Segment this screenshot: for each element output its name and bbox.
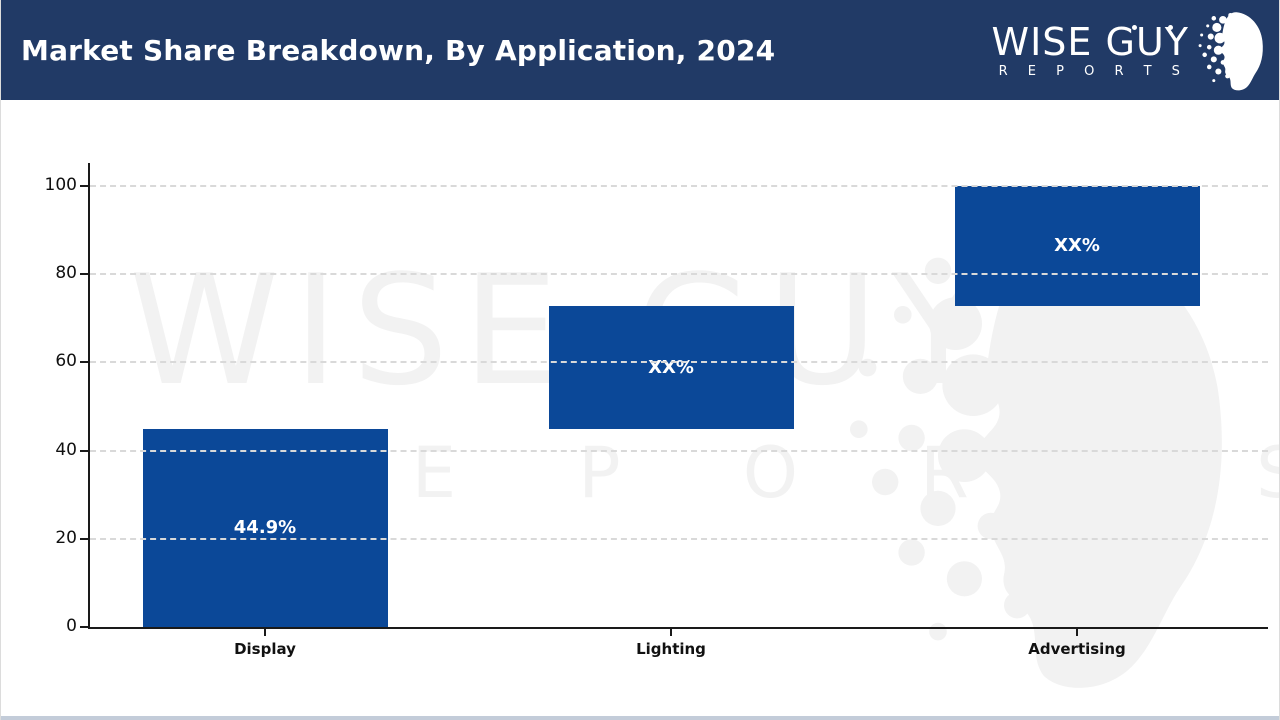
- face-profile-icon: [1198, 12, 1263, 91]
- y-tick: [80, 273, 89, 276]
- y-tick: [80, 537, 89, 540]
- x-tick: [264, 627, 266, 636]
- y-tick: [80, 449, 89, 452]
- x-category-label: Display: [234, 640, 296, 658]
- y-tick: [80, 626, 89, 628]
- y-tick-label: 80: [55, 263, 77, 284]
- logo-wordmark-line1: WISE GUY: [991, 20, 1189, 65]
- page-title: Market Share Breakdown, By Application, …: [21, 33, 776, 67]
- logo-wordmark-line2: R E P O R T S: [998, 63, 1188, 79]
- bar-value-label: 44.9%: [233, 517, 297, 539]
- logo-wordmark: WISE GUY R E P O R T S: [991, 20, 1189, 79]
- footer-strip: [1, 716, 1279, 720]
- y-tick-label: 100: [44, 175, 77, 195]
- bar-value-label: XX%: [1054, 235, 1100, 257]
- gridline: [90, 273, 1268, 276]
- y-tick-label: 60: [55, 351, 77, 372]
- bar-segment-lighting: XX%: [548, 305, 794, 429]
- y-axis-line: [88, 163, 90, 629]
- y-tick-label: 40: [55, 439, 77, 460]
- watermark-text-line2: R E P O R T S: [241, 432, 1280, 514]
- header: Market Share Breakdown, By Application, …: [1, 0, 1279, 100]
- y-tick: [80, 185, 89, 187]
- y-tick-label: 0: [66, 616, 77, 636]
- y-tick-label: 20: [55, 527, 77, 548]
- logo-dot-icon: [1132, 25, 1137, 31]
- gridline: [90, 537, 1268, 540]
- x-tick: [670, 627, 672, 636]
- y-tick: [80, 361, 89, 364]
- bar-segment-display: 44.9%: [142, 428, 388, 627]
- bar-value-label: XX%: [648, 356, 694, 378]
- x-category-label: Advertising: [1028, 640, 1126, 658]
- bar-segment-advertising: XX%: [954, 186, 1200, 306]
- x-category-label: Lighting: [636, 640, 706, 658]
- x-tick: [1076, 627, 1078, 636]
- chart-area: WISE GUY R E P O R T S 0 20 40 60 80 100 44.9%…: [1, 100, 1280, 716]
- brand-logo: WISE GUY R E P O R T S: [992, 6, 1267, 96]
- logo-dot-icon: [1168, 25, 1173, 31]
- gridline: [90, 361, 1268, 364]
- gridline: [90, 449, 1268, 452]
- x-axis-line: [88, 627, 1268, 629]
- gridline: [90, 185, 1268, 187]
